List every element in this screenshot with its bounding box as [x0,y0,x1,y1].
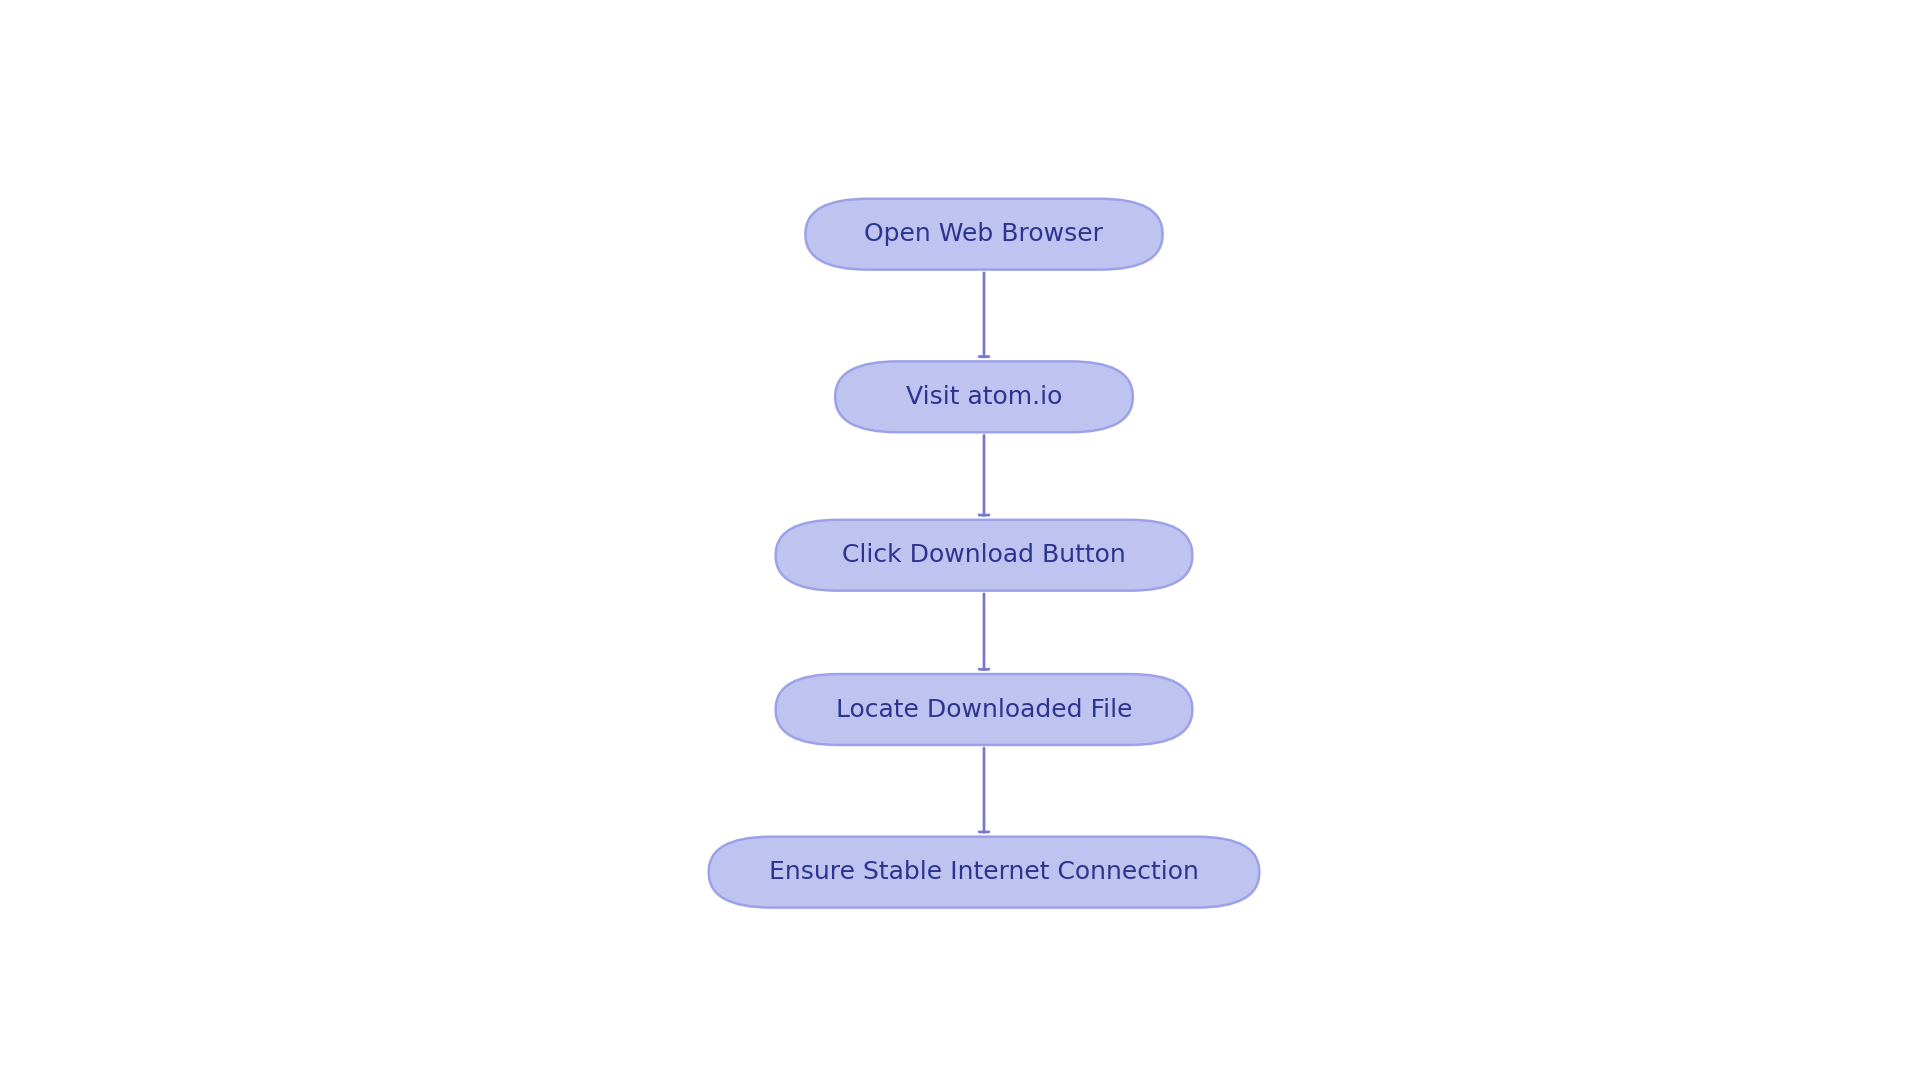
Text: Open Web Browser: Open Web Browser [864,222,1104,246]
FancyBboxPatch shape [776,674,1192,745]
FancyBboxPatch shape [776,520,1192,590]
Text: Ensure Stable Internet Connection: Ensure Stable Internet Connection [770,860,1198,884]
FancyBboxPatch shape [708,837,1260,908]
Text: Locate Downloaded File: Locate Downloaded File [835,697,1133,721]
FancyBboxPatch shape [835,362,1133,432]
Text: Visit atom.io: Visit atom.io [906,384,1062,408]
Text: Click Download Button: Click Download Button [843,544,1125,567]
FancyBboxPatch shape [806,199,1162,270]
